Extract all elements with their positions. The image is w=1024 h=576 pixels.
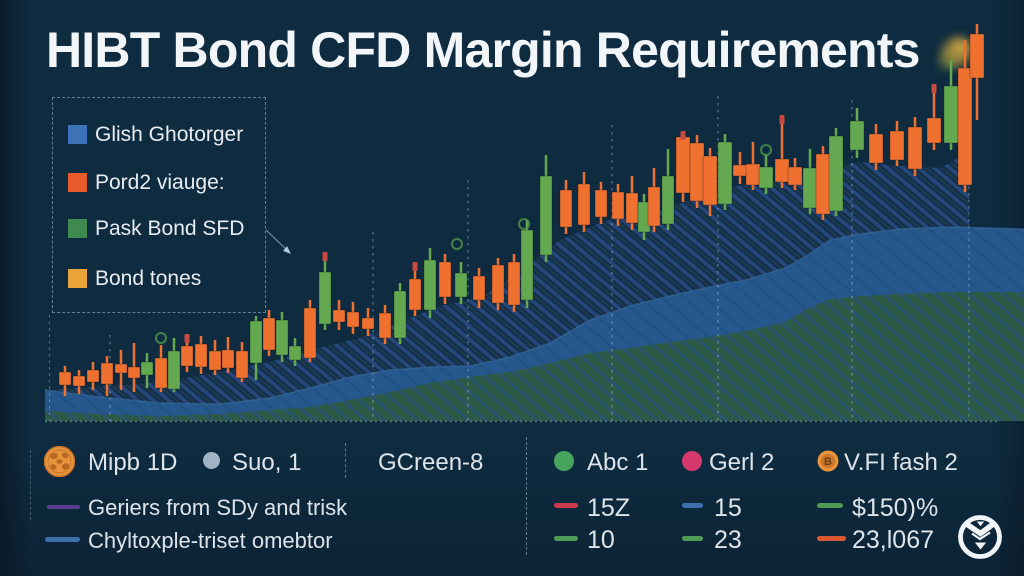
svg-text:B: B [824,456,832,468]
